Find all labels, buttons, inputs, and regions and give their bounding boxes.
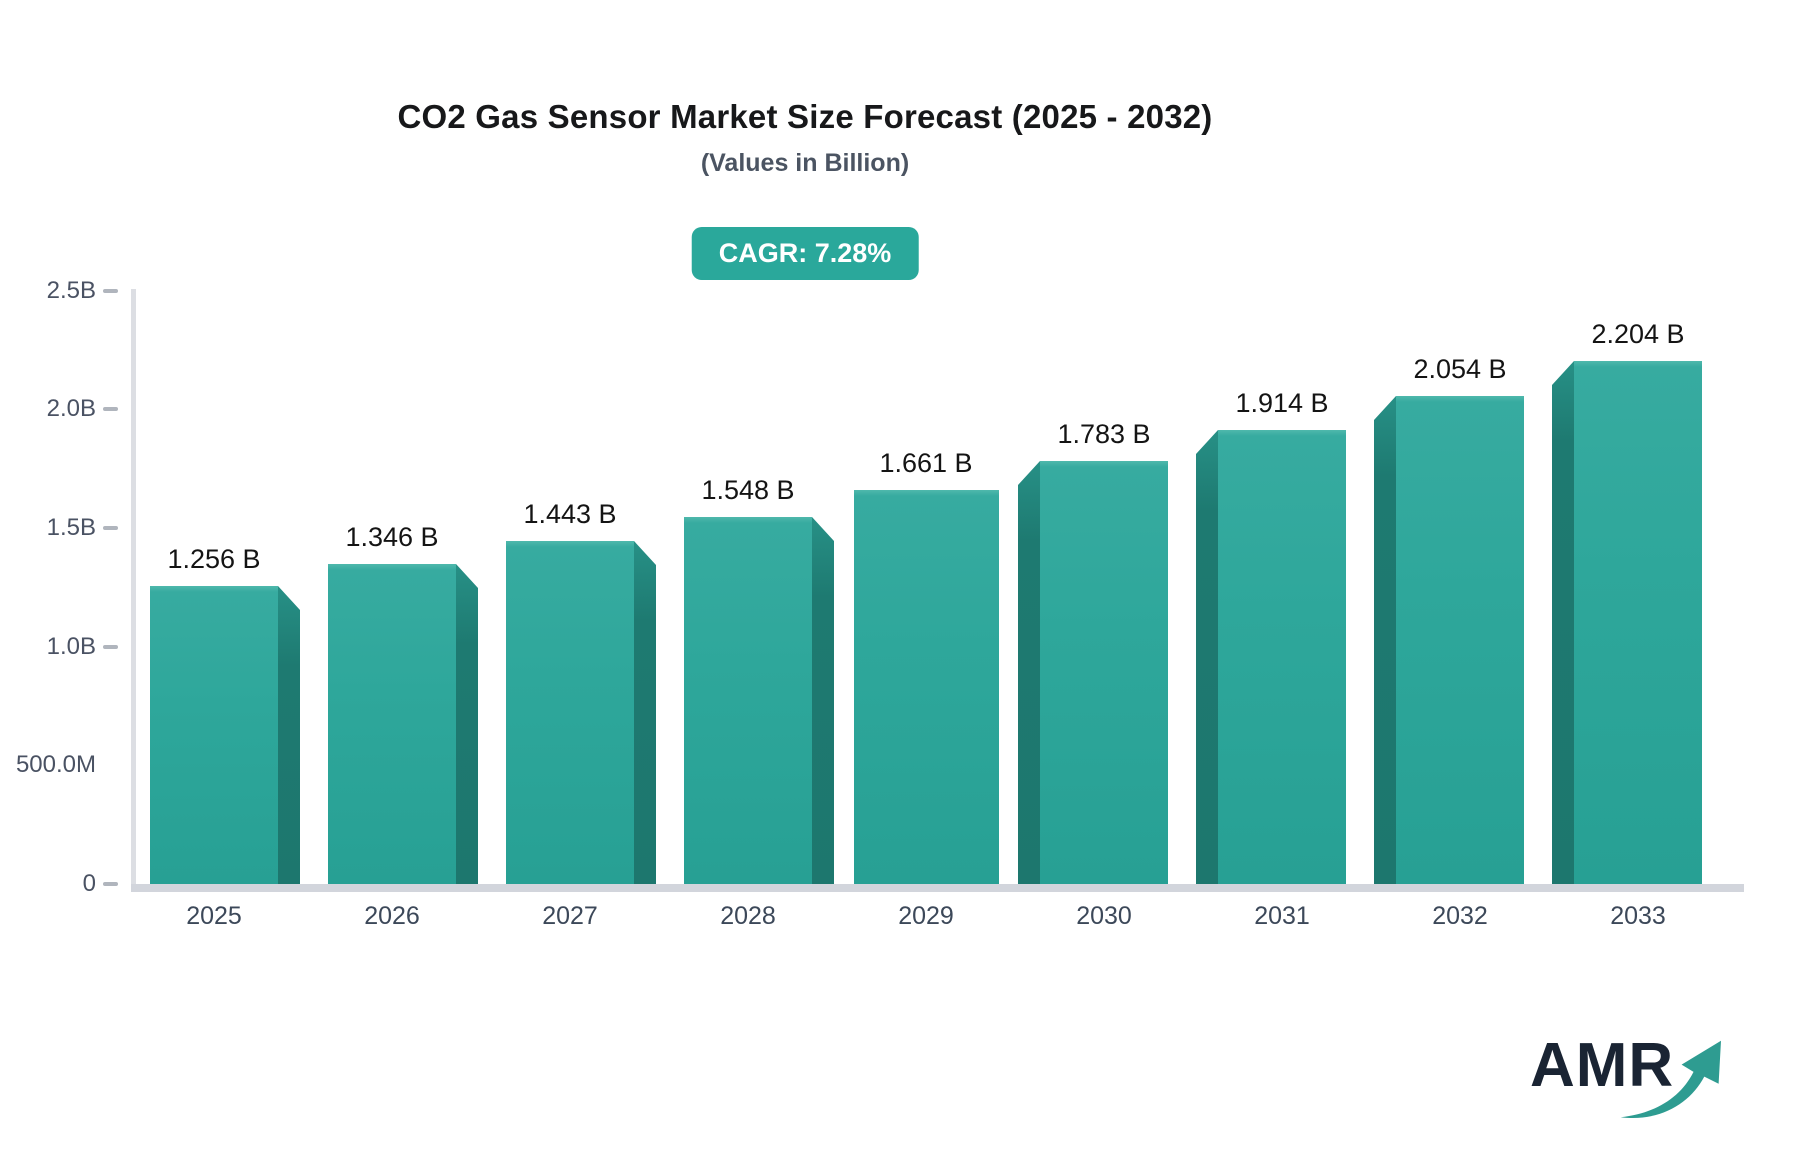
- x-axis-label-2033: 2033: [1610, 902, 1666, 930]
- x-axis-label-2027: 2027: [542, 902, 598, 930]
- bar-2028[interactable]: [684, 517, 834, 884]
- bar-value-label: 2.204 B: [1591, 319, 1685, 349]
- bar-side-shade: [812, 517, 834, 884]
- bar-2026[interactable]: [328, 564, 478, 884]
- y-axis-tick-label: 1.5B: [46, 513, 96, 541]
- x-axis-label-2030: 2030: [1076, 902, 1132, 930]
- bar-2032[interactable]: [1374, 396, 1524, 884]
- bar-value-label: 1.346 B: [345, 522, 439, 552]
- bar-side-shade: [278, 586, 300, 884]
- bar-side-shade: [1196, 430, 1218, 884]
- bar-value-label: 1.661 B: [879, 448, 973, 478]
- amr-logo: AMR: [1530, 1022, 1760, 1122]
- amr-logo-text: AMR: [1530, 1031, 1675, 1100]
- bar-value-label: 1.783 B: [1057, 419, 1151, 449]
- bar-2031[interactable]: [1196, 430, 1346, 884]
- y-axis-tick-label: 0: [82, 870, 96, 897]
- bar-side-shade: [456, 564, 478, 884]
- y-axis-tick-mark: [103, 882, 118, 886]
- bar-face: [506, 541, 634, 884]
- bar-side-shade: [1374, 396, 1396, 884]
- growth-arrow-icon: [1620, 1040, 1721, 1118]
- x-axis-label-2026: 2026: [364, 902, 420, 930]
- bar-face: [684, 517, 812, 884]
- cagr-badge: CAGR: 7.28%: [691, 227, 919, 280]
- x-axis-label-2032: 2032: [1432, 902, 1488, 930]
- bar-side-shade: [1018, 461, 1040, 884]
- y-axis-tick-label: 500.0M: [15, 751, 96, 779]
- y-axis-tick-label: 1.0B: [46, 632, 96, 660]
- y-axis-tick-mark: [103, 644, 118, 649]
- bar-face: [1040, 461, 1168, 884]
- y-axis-tick-label: 2.0B: [46, 395, 96, 423]
- bar-face: [328, 564, 456, 884]
- y-axis-tick-label: 2.5B: [46, 276, 96, 304]
- x-axis-label-2029: 2029: [898, 902, 954, 930]
- x-axis-label-2025: 2025: [186, 902, 242, 930]
- bar-2029[interactable]: [854, 490, 999, 884]
- x-axis-label-2028: 2028: [720, 902, 776, 930]
- bar-face: [1396, 396, 1524, 884]
- x-axis-baseline: [131, 884, 1744, 892]
- bar-2025[interactable]: [150, 586, 300, 884]
- bar-side-shade: [1552, 361, 1574, 884]
- chart-title: CO2 Gas Sensor Market Size Forecast (202…: [397, 98, 1213, 135]
- bar-value-label: 2.054 B: [1413, 354, 1507, 384]
- bar-face: [150, 586, 278, 884]
- y-axis-line: [131, 289, 136, 884]
- bar-value-label: 1.548 B: [701, 475, 795, 505]
- bar-side-shade: [634, 541, 656, 884]
- bar-value-label: 1.256 B: [167, 544, 261, 574]
- y-axis-tick-mark: [103, 288, 118, 293]
- y-axis-tick-mark: [103, 525, 118, 530]
- bar-value-label: 1.443 B: [523, 499, 617, 529]
- x-axis-label-2031: 2031: [1254, 902, 1310, 930]
- bar-face: [1574, 361, 1702, 884]
- y-axis-tick-mark: [103, 407, 118, 412]
- bar-2033[interactable]: [1552, 361, 1702, 884]
- bar-face: [1218, 430, 1346, 884]
- bar-2030[interactable]: [1018, 461, 1168, 884]
- bar-value-label: 1.914 B: [1235, 388, 1329, 418]
- bar-2027[interactable]: [506, 541, 656, 884]
- chart-subtitle: (Values in Billion): [700, 149, 910, 177]
- bar-face: [854, 490, 999, 884]
